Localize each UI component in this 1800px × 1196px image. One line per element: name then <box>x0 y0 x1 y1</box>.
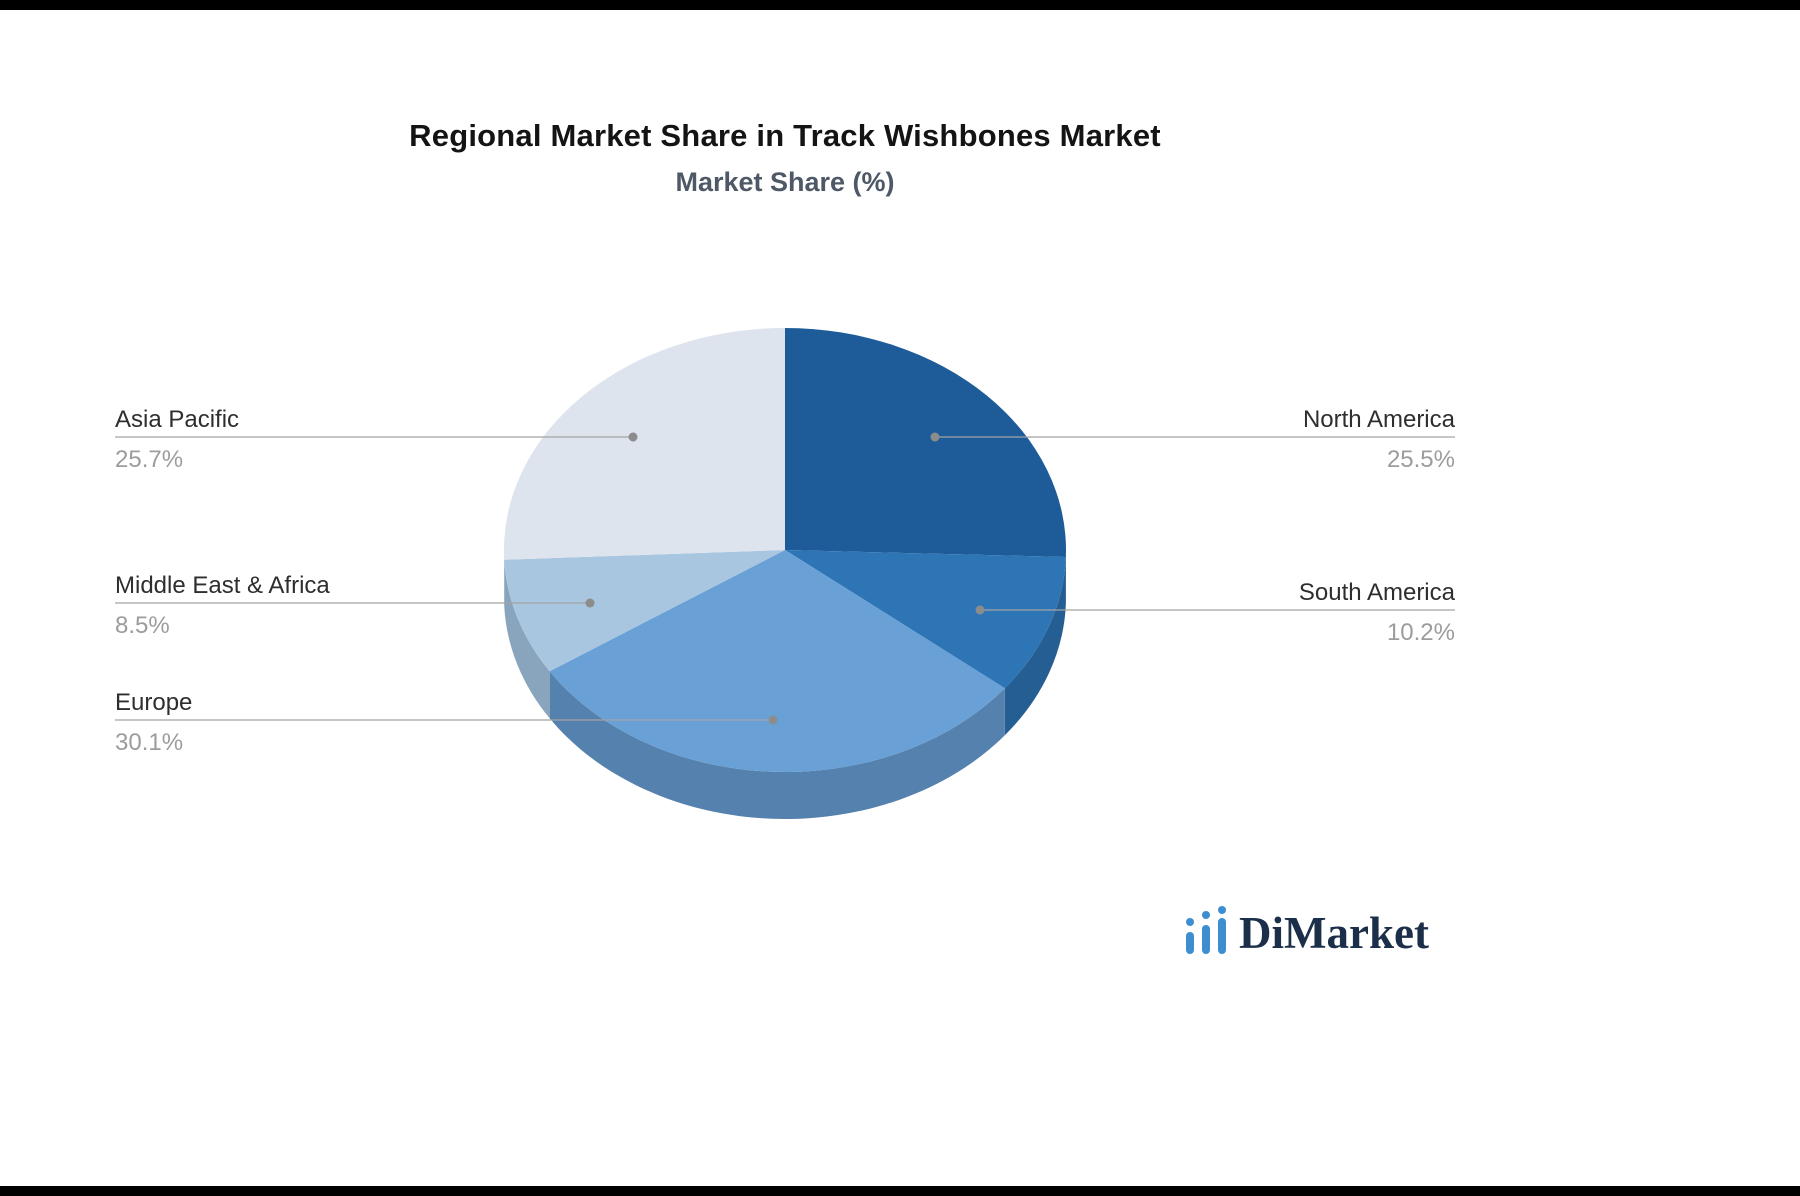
leader-dot-middle-east-africa <box>585 598 595 608</box>
chart-subtitle: Market Share (%) <box>675 167 895 197</box>
leader-dot-south-america <box>975 605 985 615</box>
slice-label-middle-east-africa: Middle East & Africa <box>115 572 330 599</box>
pie-slice-europe[interactable] <box>549 550 1005 772</box>
top-black-bar <box>0 0 1800 10</box>
pie-slice-side-south-america <box>1004 556 1066 736</box>
leader-dot-north-america <box>930 432 940 442</box>
leader-dot-europe <box>768 715 778 725</box>
slice-value-north-america: 25.5% <box>1387 446 1455 473</box>
bar-chart-icon <box>1186 906 1226 954</box>
pie-slice-north-america[interactable] <box>785 328 1066 557</box>
pie-slice-side-europe <box>549 671 1005 820</box>
pie-slice-asia-pacific[interactable] <box>504 328 785 560</box>
pie-slice-middle-east-africa[interactable] <box>504 550 785 672</box>
slice-label-south-america: South America <box>1299 579 1456 606</box>
pie-slice-south-america[interactable] <box>785 550 1066 689</box>
chart-title: Regional Market Share in Track Wishbones… <box>409 118 1161 153</box>
slice-value-europe: 30.1% <box>115 729 183 756</box>
slice-label-asia-pacific: Asia Pacific <box>115 406 239 433</box>
slice-value-asia-pacific: 25.7% <box>115 446 183 473</box>
leader-dot-asia-pacific <box>628 432 638 442</box>
pie-slice-side-middle-east-africa <box>504 559 550 719</box>
slice-label-europe: Europe <box>115 689 192 716</box>
slice-value-middle-east-africa: 8.5% <box>115 612 170 639</box>
slice-label-north-america: North America <box>1303 406 1456 433</box>
brand-name: DiMarket <box>1239 908 1429 958</box>
bottom-black-bar <box>0 1186 1800 1196</box>
slice-value-south-america: 10.2% <box>1387 619 1455 646</box>
brand-logo: DiMarket <box>1183 906 1429 956</box>
